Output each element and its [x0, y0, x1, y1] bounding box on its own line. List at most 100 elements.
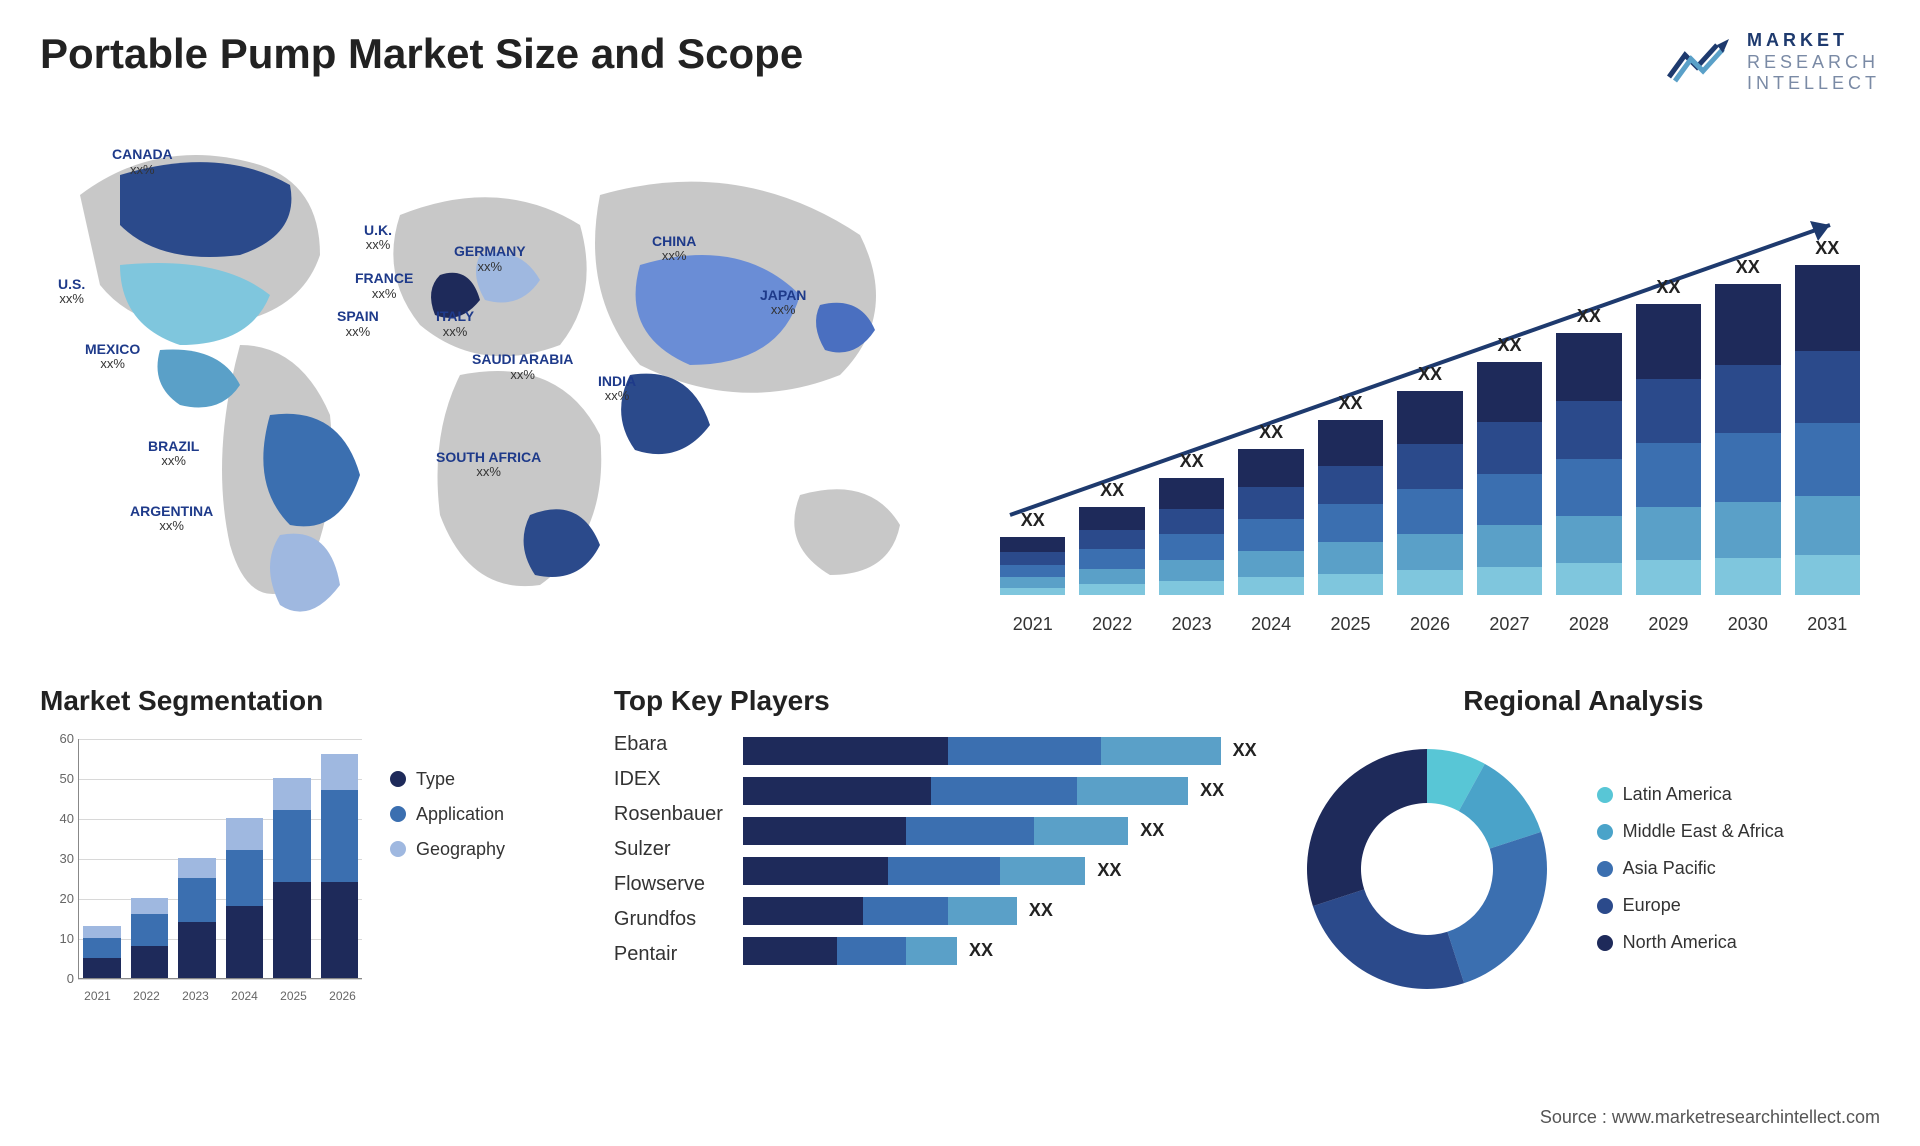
seg-year-label: 2021	[78, 989, 117, 1003]
growth-year-label: 2027	[1477, 614, 1542, 635]
key-player-bar: XX	[743, 777, 1257, 805]
growth-year-label: 2030	[1715, 614, 1780, 635]
regional-panel: Regional Analysis Latin America Middle Ea…	[1287, 685, 1880, 1009]
key-player-name: Flowserve	[614, 873, 723, 896]
key-players-panel: Top Key Players Ebara IDEX Rosenbauer Sulze…	[614, 685, 1257, 1009]
seg-year-label: 2026	[323, 989, 362, 1003]
logo-line2: RESEARCH	[1747, 52, 1880, 74]
growth-year-label: 2024	[1238, 614, 1303, 635]
country-label: ITALYxx%	[436, 309, 474, 339]
seg-bar	[226, 818, 264, 978]
brand-logo: MARKET RESEARCH INTELLECT	[1667, 30, 1880, 95]
country-label: U.S.xx%	[58, 277, 85, 307]
regional-donut-chart	[1287, 729, 1567, 1009]
seg-year-label: 2024	[225, 989, 264, 1003]
key-player-name: IDEX	[614, 768, 723, 791]
growth-year-label: 2021	[1000, 614, 1065, 635]
key-player-name: Grundfos	[614, 908, 723, 931]
logo-line3: INTELLECT	[1747, 73, 1880, 95]
key-player-bar: XX	[743, 857, 1257, 885]
growth-bar: XX	[1079, 480, 1144, 594]
seg-ytick: 10	[40, 931, 74, 946]
growth-year-label: 2029	[1636, 614, 1701, 635]
source-attribution: Source : www.marketresearchintellect.com	[1540, 1107, 1880, 1128]
seg-bar	[83, 926, 121, 978]
country-label: JAPANxx%	[760, 288, 806, 318]
world-map-icon	[40, 115, 940, 655]
key-player-bar: XX	[743, 897, 1257, 925]
country-label: SOUTH AFRICAxx%	[436, 450, 541, 480]
segmentation-title: Market Segmentation	[40, 685, 584, 717]
growth-year-label: 2028	[1556, 614, 1621, 635]
seg-bar	[131, 898, 169, 978]
growth-year-label: 2025	[1318, 614, 1383, 635]
logo-mark-icon	[1667, 37, 1737, 87]
seg-ytick: 40	[40, 811, 74, 826]
seg-bar	[321, 754, 359, 978]
seg-ytick: 50	[40, 771, 74, 786]
country-label: MEXICOxx%	[85, 342, 140, 372]
key-player-name: Rosenbauer	[614, 803, 723, 826]
key-player-name: Ebara	[614, 733, 723, 756]
growth-bar: XX	[1477, 335, 1542, 595]
growth-chart: XXXXXXXXXXXXXXXXXXXXXX 20212022202320242…	[980, 115, 1880, 655]
key-player-bar: XX	[743, 737, 1257, 765]
growth-year-label: 2026	[1397, 614, 1462, 635]
seg-bar	[273, 778, 311, 978]
regional-title: Regional Analysis	[1287, 685, 1880, 717]
country-label: INDIAxx%	[598, 374, 636, 404]
growth-bar: XX	[1715, 257, 1780, 595]
growth-bar: XX	[1556, 306, 1621, 595]
legend-item: Application	[390, 804, 505, 825]
seg-year-label: 2025	[274, 989, 313, 1003]
country-label: BRAZILxx%	[148, 439, 199, 469]
legend-item: Europe	[1597, 895, 1784, 916]
key-players-bars: XX XX XX XX XX XX	[743, 729, 1257, 966]
country-label: SAUDI ARABIAxx%	[472, 352, 573, 382]
key-player-name: Pentair	[614, 943, 723, 966]
seg-ytick: 60	[40, 731, 74, 746]
segmentation-panel: Market Segmentation 0 10 20 30 40 50 60 2021 20…	[40, 685, 584, 1009]
country-label: FRANCExx%	[355, 271, 413, 301]
growth-bar: XX	[1795, 238, 1860, 595]
legend-item: Type	[390, 769, 505, 790]
country-label: CANADAxx%	[112, 147, 173, 177]
growth-bar: XX	[1000, 510, 1065, 595]
key-players-title: Top Key Players	[614, 685, 1257, 717]
country-label: U.K.xx%	[364, 223, 392, 253]
country-label: SPAINxx%	[337, 309, 379, 339]
legend-item: Geography	[390, 839, 505, 860]
country-label: GERMANYxx%	[454, 244, 526, 274]
seg-year-label: 2023	[176, 989, 215, 1003]
growth-year-label: 2022	[1079, 614, 1144, 635]
key-player-bar: XX	[743, 937, 1257, 965]
growth-bar: XX	[1238, 422, 1303, 595]
growth-bar: XX	[1636, 277, 1701, 595]
key-player-bar: XX	[743, 817, 1257, 845]
seg-year-label: 2022	[127, 989, 166, 1003]
country-label: ARGENTINAxx%	[130, 504, 213, 534]
growth-year-label: 2031	[1795, 614, 1860, 635]
seg-bar	[178, 858, 216, 978]
donut-slice	[1307, 749, 1427, 906]
growth-year-label: 2023	[1159, 614, 1224, 635]
key-players-list: Ebara IDEX Rosenbauer Sulzer Flowserve Grundf…	[614, 729, 723, 966]
legend-item: Asia Pacific	[1597, 858, 1784, 879]
legend-item: North America	[1597, 932, 1784, 953]
page-title: Portable Pump Market Size and Scope	[40, 30, 803, 78]
seg-ytick: 20	[40, 891, 74, 906]
logo-line1: MARKET	[1747, 30, 1880, 52]
world-map-panel: CANADAxx% U.S.xx% MEXICOxx% BRAZILxx% ARGENT…	[40, 115, 940, 655]
regional-legend: Latin America Middle East & Africa Asia Pa…	[1597, 784, 1784, 953]
segmentation-chart: 0 10 20 30 40 50 60 2021 2022 2023 2024 2025 2026	[40, 729, 370, 1009]
country-label: CHINAxx%	[652, 234, 696, 264]
seg-ytick: 0	[40, 971, 74, 986]
legend-item: Latin America	[1597, 784, 1784, 805]
legend-item: Middle East & Africa	[1597, 821, 1784, 842]
donut-slice	[1447, 832, 1547, 983]
growth-bar: XX	[1159, 451, 1224, 594]
donut-slice	[1313, 889, 1464, 989]
seg-ytick: 30	[40, 851, 74, 866]
growth-bar: XX	[1397, 364, 1462, 595]
key-player-name: Sulzer	[614, 838, 723, 861]
